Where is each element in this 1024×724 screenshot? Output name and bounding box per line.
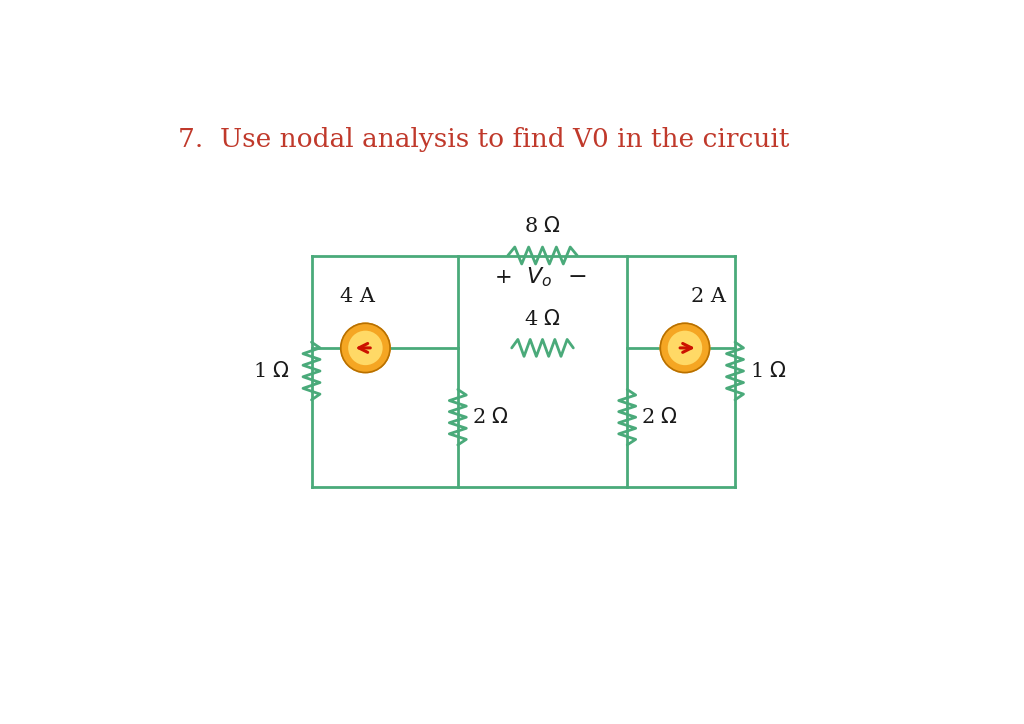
- Text: +: +: [496, 268, 513, 287]
- Circle shape: [660, 324, 710, 373]
- Circle shape: [668, 331, 702, 365]
- Text: 1 $\Omega$: 1 $\Omega$: [751, 361, 787, 381]
- Text: 2 $\Omega$: 2 $\Omega$: [472, 407, 509, 427]
- Text: 2 $\Omega$: 2 $\Omega$: [641, 407, 678, 427]
- Text: 8 $\Omega$: 8 $\Omega$: [524, 216, 561, 236]
- Text: $V_o$: $V_o$: [525, 265, 552, 289]
- Circle shape: [348, 331, 383, 365]
- Text: 4 $\Omega$: 4 $\Omega$: [524, 309, 561, 329]
- Text: 1 $\Omega$: 1 $\Omega$: [253, 361, 290, 381]
- Circle shape: [341, 324, 390, 373]
- Text: 7.  Use nodal analysis to find V0 in the circuit: 7. Use nodal analysis to find V0 in the …: [178, 127, 790, 152]
- Text: 4 A: 4 A: [340, 287, 375, 306]
- Text: −: −: [567, 266, 587, 289]
- Text: 2 A: 2 A: [690, 287, 726, 306]
